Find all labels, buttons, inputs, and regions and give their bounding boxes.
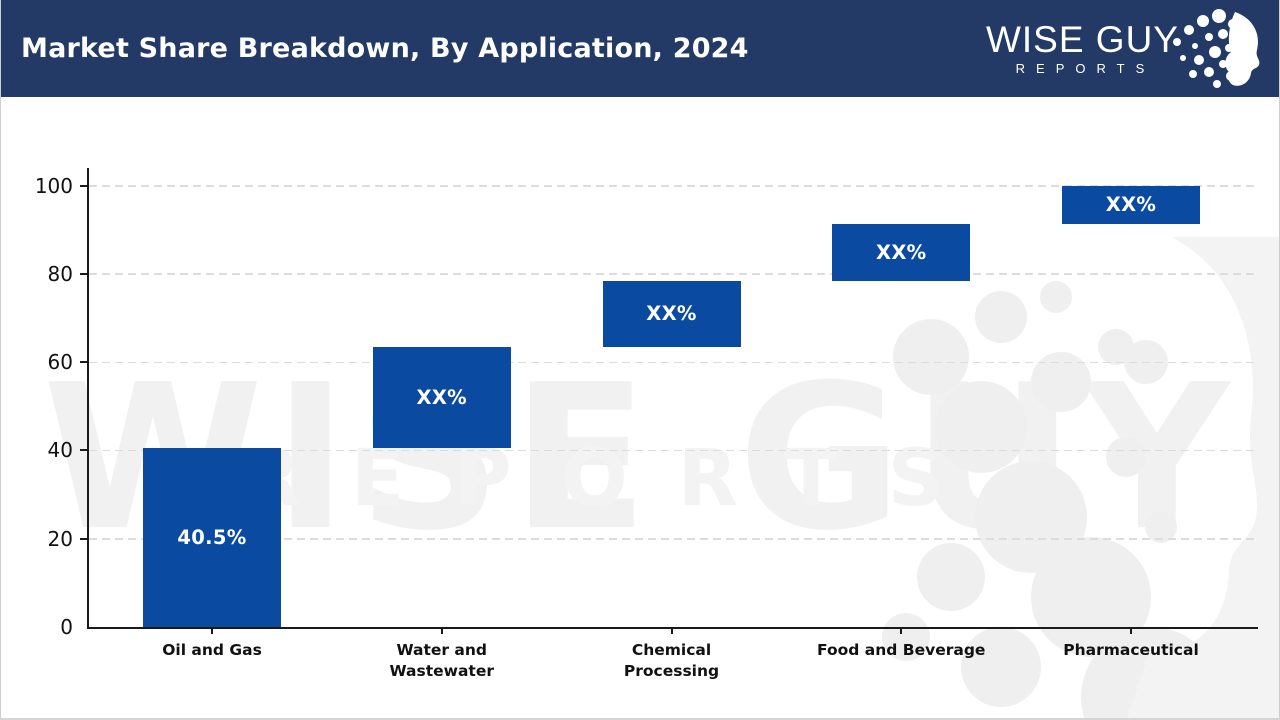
bar-chemical-processing: XX% xyxy=(602,280,741,347)
gridline-60 xyxy=(89,361,1256,364)
x-axis-tick-4 xyxy=(1130,628,1132,634)
header-bar: Market Share Breakdown, By Application, … xyxy=(1,0,1279,97)
y-axis-tick-40 xyxy=(80,449,87,452)
bar-oil-and-gas: 40.5% xyxy=(143,448,281,627)
page-title: Market Share Breakdown, By Application, … xyxy=(21,33,749,64)
bar-value-label: XX% xyxy=(1105,193,1157,217)
y-axis-tick-100 xyxy=(80,184,87,187)
x-axis-label-pharmaceutical: Pharmaceutical xyxy=(1063,641,1199,659)
plot-area: 0 20 40 60 80 100 40.5% XX% XX% XX% XX% Oil and Gas… xyxy=(35,168,1258,680)
y-axis-label-20: 20 xyxy=(47,526,73,551)
x-axis-label-chemical: Chemical Processing xyxy=(623,641,720,680)
gridline-40 xyxy=(89,449,1256,452)
bar-value-label: 40.5% xyxy=(177,526,247,550)
x-axis-tick-1 xyxy=(440,628,443,634)
x-axis-label-oil-and-gas: Oil and Gas xyxy=(162,641,262,659)
y-axis-label-100: 100 xyxy=(34,173,73,198)
bar-water-and-wastewater: XX% xyxy=(372,346,511,449)
bar-value-label: XX% xyxy=(875,240,927,264)
logo-face-icon xyxy=(1173,8,1260,88)
y-axis-label-0: 0 xyxy=(60,615,73,639)
bar-pharmaceutical: XX% xyxy=(1062,185,1200,225)
x-axis-label-water-and: Water and Wastewater xyxy=(389,641,495,680)
gridline-20 xyxy=(89,538,1256,540)
x-axis-tick-3 xyxy=(900,628,903,634)
x-axis-line xyxy=(87,626,1258,629)
x-axis-label-food-and-beverage: Food and Beverage xyxy=(817,641,986,659)
gridline-80 xyxy=(89,273,1256,275)
y-axis-label-60: 60 xyxy=(47,350,73,375)
y-axis-label-80: 80 xyxy=(47,261,73,286)
wise-guy-logo: WISE GUY REPORTS xyxy=(986,4,1265,94)
y-axis-label-40: 40 xyxy=(47,438,73,463)
gridline-100 xyxy=(89,185,1256,187)
y-axis-tick-60 xyxy=(80,361,87,364)
logo-wiseguy-label: WISE GUY xyxy=(985,19,1179,60)
x-axis-tick-2 xyxy=(670,628,673,634)
y-axis-tick-80 xyxy=(80,272,87,275)
bar-food-and-beverage: XX% xyxy=(832,224,971,281)
x-axis-tick-0 xyxy=(211,628,213,634)
bar-value-label: XX% xyxy=(646,302,697,326)
logo-reports-label: REPORTS xyxy=(1015,61,1156,76)
y-axis-line xyxy=(87,168,89,629)
y-axis-tick-20 xyxy=(80,537,87,540)
bar-value-label: XX% xyxy=(416,386,467,410)
logo-text: WISE GUY REPORTS xyxy=(986,21,1179,76)
